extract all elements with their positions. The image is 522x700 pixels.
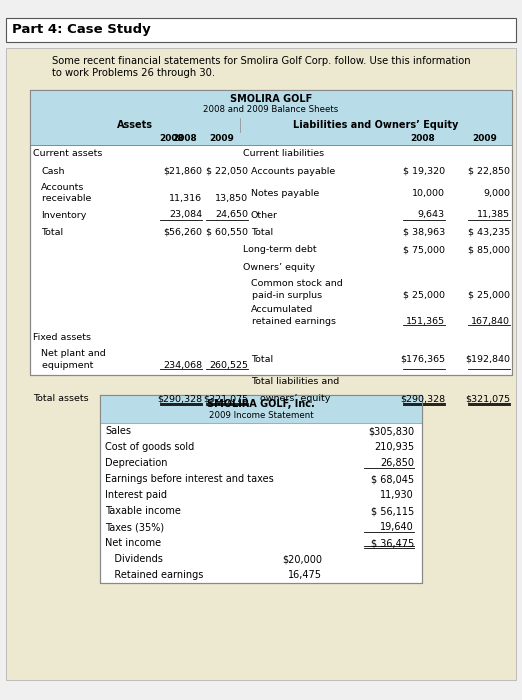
Text: Retained earnings: Retained earnings <box>105 570 204 580</box>
Text: to work Problems 26 through 30.: to work Problems 26 through 30. <box>52 68 215 78</box>
Text: Interest paid: Interest paid <box>105 490 167 500</box>
Text: Fixed assets: Fixed assets <box>33 333 91 342</box>
Bar <box>30 132 512 145</box>
Text: Part 4: Case Study: Part 4: Case Study <box>12 24 151 36</box>
Text: $ 60,550: $ 60,550 <box>206 228 248 237</box>
Text: Cash: Cash <box>41 167 65 176</box>
Text: Common stock and: Common stock and <box>251 279 342 288</box>
Text: Inventory: Inventory <box>41 211 86 220</box>
Text: $192,840: $192,840 <box>465 355 510 364</box>
Bar <box>100 395 422 423</box>
Text: owners’ equity: owners’ equity <box>251 394 330 403</box>
Text: Other: Other <box>251 211 278 220</box>
Text: $ 22,850: $ 22,850 <box>468 167 510 176</box>
Text: 11,316: 11,316 <box>169 195 202 204</box>
Text: 24,650: 24,650 <box>215 211 248 220</box>
Text: $ 25,000: $ 25,000 <box>468 290 510 300</box>
Text: SMOLIRA GOLF: SMOLIRA GOLF <box>230 94 312 104</box>
Text: Total: Total <box>41 228 63 237</box>
Text: Current liabilities: Current liabilities <box>243 149 324 158</box>
Text: Current assets: Current assets <box>33 149 102 158</box>
Text: $21,860: $21,860 <box>163 167 202 176</box>
Text: $290,328: $290,328 <box>157 394 202 403</box>
Text: Net income: Net income <box>105 538 161 548</box>
Text: $ 56,115: $ 56,115 <box>371 506 414 516</box>
Text: Accumulated: Accumulated <box>251 305 313 314</box>
Text: SMOLIRA GOLF, Inc.: SMOLIRA GOLF, Inc. <box>207 399 315 409</box>
Text: Taxable income: Taxable income <box>105 506 181 516</box>
Text: 23,084: 23,084 <box>169 211 202 220</box>
Text: 2008 and 2009 Balance Sheets: 2008 and 2009 Balance Sheets <box>204 106 339 115</box>
Text: $290,328: $290,328 <box>400 394 445 403</box>
Text: Taxes (35%): Taxes (35%) <box>105 522 164 532</box>
Text: $ 22,050: $ 22,050 <box>206 167 248 176</box>
Text: Accounts: Accounts <box>41 183 85 192</box>
Text: retained earnings: retained earnings <box>243 317 336 326</box>
Text: 19,640: 19,640 <box>380 522 414 532</box>
Text: Accounts payable: Accounts payable <box>251 167 335 176</box>
Text: 10,000: 10,000 <box>412 188 445 197</box>
Text: 26,850: 26,850 <box>380 458 414 468</box>
Text: $ 25,000: $ 25,000 <box>403 290 445 300</box>
Text: Dividends: Dividends <box>105 554 163 564</box>
Text: $ 36,475: $ 36,475 <box>371 538 414 548</box>
Text: 234,068: 234,068 <box>163 360 202 370</box>
Text: receivable: receivable <box>33 195 91 204</box>
Text: 2009: 2009 <box>209 134 234 143</box>
Text: 16,475: 16,475 <box>288 570 322 580</box>
Text: $ 38,963: $ 38,963 <box>403 228 445 237</box>
Text: 9,643: 9,643 <box>418 211 445 220</box>
Text: Owners’ equity: Owners’ equity <box>243 263 315 272</box>
Text: $ 19,320: $ 19,320 <box>403 167 445 176</box>
Text: 151,365: 151,365 <box>406 317 445 326</box>
FancyBboxPatch shape <box>30 90 512 375</box>
Text: $20,000: $20,000 <box>282 554 322 564</box>
Text: 210,935: 210,935 <box>374 442 414 452</box>
Text: $176,365: $176,365 <box>400 355 445 364</box>
Text: Sales: Sales <box>105 426 131 436</box>
Text: paid-in surplus: paid-in surplus <box>243 290 322 300</box>
Text: 2009 Income Statement: 2009 Income Statement <box>209 410 313 419</box>
Text: $ 75,000: $ 75,000 <box>403 246 445 255</box>
Text: $ 68,045: $ 68,045 <box>371 474 414 484</box>
Text: Total assets: Total assets <box>33 394 89 403</box>
Text: Total liabilities and: Total liabilities and <box>251 377 339 386</box>
Text: $321,075: $321,075 <box>203 394 248 403</box>
Text: 9,000: 9,000 <box>483 188 510 197</box>
Text: $ 43,235: $ 43,235 <box>468 228 510 237</box>
FancyBboxPatch shape <box>100 395 422 583</box>
Text: Depreciation: Depreciation <box>105 458 168 468</box>
Text: $305,830: $305,830 <box>368 426 414 436</box>
Text: Cost of goods sold: Cost of goods sold <box>105 442 194 452</box>
Text: 2009: 2009 <box>472 134 497 143</box>
Text: Earnings before interest and taxes: Earnings before interest and taxes <box>105 474 274 484</box>
FancyBboxPatch shape <box>6 18 516 42</box>
Text: Net plant and: Net plant and <box>41 349 106 358</box>
Text: 2008: 2008 <box>160 134 184 143</box>
Text: Total: Total <box>251 355 273 364</box>
Text: $56,260: $56,260 <box>163 228 202 237</box>
Text: 13,850: 13,850 <box>215 195 248 204</box>
Text: Long-term debt: Long-term debt <box>243 246 316 255</box>
Bar <box>30 118 512 132</box>
Text: 11,385: 11,385 <box>477 211 510 220</box>
Bar <box>30 90 512 118</box>
Text: Notes payable: Notes payable <box>251 188 319 197</box>
Text: equipment: equipment <box>33 360 93 370</box>
FancyBboxPatch shape <box>6 48 516 680</box>
Text: 2008: 2008 <box>172 134 197 143</box>
Text: Some recent financial statements for Smolira Golf Corp. follow. Use this informa: Some recent financial statements for Smo… <box>52 56 471 66</box>
Text: $321,075: $321,075 <box>465 394 510 403</box>
Text: $ 85,000: $ 85,000 <box>468 246 510 255</box>
Text: 260,525: 260,525 <box>209 360 248 370</box>
Text: Assets: Assets <box>117 120 153 130</box>
Text: Total: Total <box>251 228 273 237</box>
Text: Liabilities and Owners’ Equity: Liabilities and Owners’ Equity <box>293 120 458 130</box>
Text: 2008: 2008 <box>411 134 435 143</box>
Text: 167,840: 167,840 <box>471 317 510 326</box>
Text: 11,930: 11,930 <box>380 490 414 500</box>
